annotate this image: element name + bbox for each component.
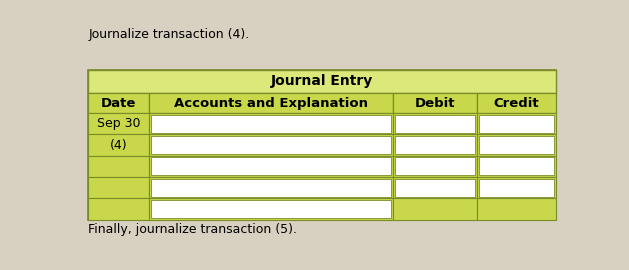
Bar [477,177,557,198]
Bar [88,93,149,113]
Text: Finally, journalize transaction (5).: Finally, journalize transaction (5). [88,223,298,236]
Bar [149,177,392,198]
Bar [151,179,391,197]
Bar [394,136,475,154]
Bar [477,156,557,177]
Bar [479,157,554,175]
Bar [477,93,557,113]
Bar [392,198,477,220]
Text: Debit: Debit [415,97,455,110]
Bar [149,113,392,134]
Bar [151,157,391,175]
Bar [149,93,392,113]
Text: Journalize transaction (4).: Journalize transaction (4). [88,28,250,41]
Bar [479,136,554,154]
Text: Accounts and Explanation: Accounts and Explanation [174,97,368,110]
Bar [88,156,149,177]
Bar [88,70,557,220]
Bar [394,179,475,197]
Bar [88,70,557,93]
Bar [477,113,557,134]
Bar [477,134,557,156]
Bar [392,93,477,113]
Bar [149,134,392,156]
Bar [392,156,477,177]
Bar [88,113,149,134]
Bar [88,177,149,198]
Text: Sep 30: Sep 30 [97,117,140,130]
Bar [151,136,391,154]
Bar [88,134,149,156]
Bar [151,115,391,133]
Bar [151,200,391,218]
Bar [394,115,475,133]
Bar [149,198,392,220]
Text: (4): (4) [110,139,128,152]
Bar [394,157,475,175]
Bar [88,198,149,220]
Bar [479,179,554,197]
Bar [477,198,557,220]
Bar [392,113,477,134]
Bar [392,134,477,156]
Bar [392,177,477,198]
Text: Date: Date [101,97,136,110]
Bar [479,115,554,133]
Text: Journal Entry: Journal Entry [271,75,374,88]
Text: Credit: Credit [494,97,540,110]
Bar [149,156,392,177]
